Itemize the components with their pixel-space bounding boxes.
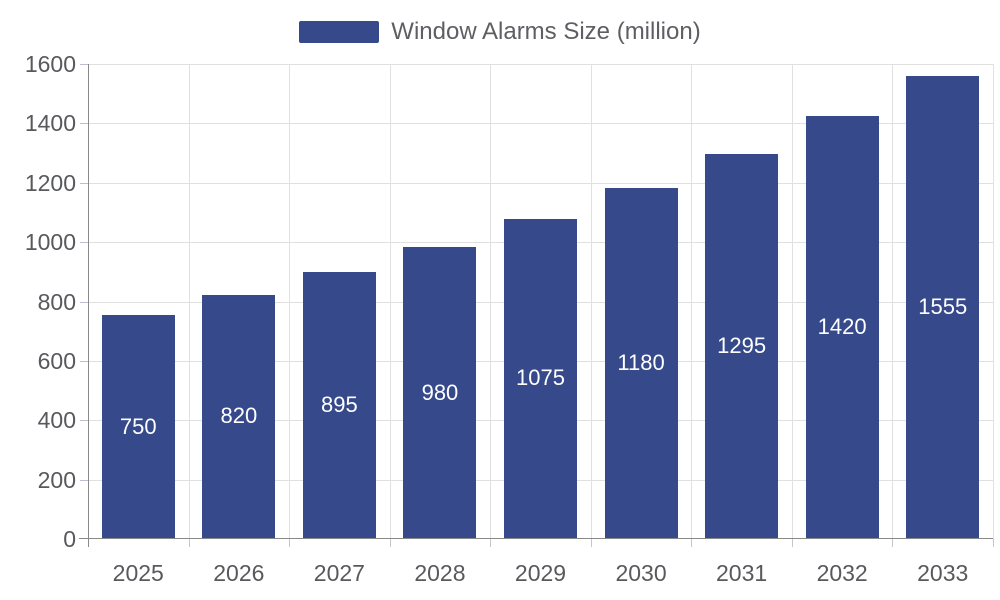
bar-2027[interactable]: 895 bbox=[302, 272, 376, 538]
bar-value-label: 1075 bbox=[516, 365, 565, 391]
legend-item[interactable]: Window Alarms Size (million) bbox=[299, 18, 701, 46]
x-axis-tick bbox=[993, 539, 994, 547]
bar-2033[interactable]: 1555 bbox=[906, 76, 980, 538]
y-axis-tick-label: 1600 bbox=[24, 51, 76, 77]
bar-2032[interactable]: 1420 bbox=[805, 116, 879, 538]
x-axis-tick bbox=[490, 539, 492, 547]
gridline-v bbox=[791, 64, 793, 539]
bar-value-label: 980 bbox=[421, 379, 459, 405]
legend-label: Window Alarms Size (million) bbox=[391, 18, 701, 45]
legend-swatch bbox=[299, 21, 380, 43]
bar-2029[interactable]: 1075 bbox=[504, 218, 577, 538]
gridline-v bbox=[289, 64, 291, 539]
x-axis-tick-label: 2033 bbox=[917, 560, 969, 586]
y-axis-tick bbox=[80, 360, 88, 362]
bar-value-label: 1295 bbox=[717, 332, 767, 358]
x-axis-tick bbox=[389, 539, 391, 547]
bar-2028[interactable]: 980 bbox=[403, 247, 477, 538]
legend: Window Alarms Size (million) bbox=[0, 18, 1000, 46]
y-axis-tick bbox=[80, 182, 88, 184]
y-axis-tick-label: 800 bbox=[37, 288, 76, 315]
x-axis-line bbox=[79, 538, 993, 539]
bar-value-label: 1555 bbox=[918, 294, 968, 320]
x-axis-tick bbox=[791, 539, 793, 547]
bar-value-label: 1420 bbox=[817, 314, 867, 340]
x-axis-tick-label: 2031 bbox=[716, 560, 768, 586]
gridline-v bbox=[590, 64, 592, 539]
bar-value-label: 1180 bbox=[617, 349, 665, 375]
x-axis-tick-label: 2030 bbox=[615, 560, 667, 586]
y-axis-tick-label: 1000 bbox=[24, 229, 76, 256]
gridline-v bbox=[993, 64, 994, 539]
bar-value-label: 750 bbox=[119, 413, 157, 439]
plot-area: 0 200 400 600 800 1000 1200 1400 1600 750 2025 820 2… bbox=[25, 51, 994, 586]
bar-2031[interactable]: 1295 bbox=[705, 153, 779, 538]
y-axis-tick bbox=[80, 123, 88, 125]
y-axis-tick bbox=[80, 420, 88, 422]
y-axis-tick-label: 600 bbox=[37, 347, 76, 374]
x-axis-tick-label: 2032 bbox=[816, 560, 868, 586]
bar-value-label: 895 bbox=[321, 392, 358, 418]
gridline-h bbox=[88, 64, 993, 65]
x-axis-tick bbox=[289, 539, 291, 547]
bar-value-label: 820 bbox=[220, 403, 258, 429]
gridline-v bbox=[490, 64, 492, 539]
gridline-h bbox=[88, 182, 993, 184]
gridline-v bbox=[188, 64, 190, 539]
y-axis-tick-label: 200 bbox=[37, 466, 76, 493]
x-axis-tick-label: 2027 bbox=[313, 560, 365, 586]
y-axis-tick bbox=[80, 64, 88, 65]
x-axis-tick-label: 2025 bbox=[112, 560, 164, 586]
bar-2025[interactable]: 750 bbox=[101, 315, 175, 538]
x-axis-tick bbox=[691, 539, 693, 547]
gridline-v bbox=[691, 64, 693, 539]
x-axis-tick bbox=[188, 539, 190, 547]
bar-2026[interactable]: 820 bbox=[202, 294, 276, 538]
y-axis-tick-label: 0 bbox=[63, 526, 76, 552]
x-axis-tick-label: 2029 bbox=[514, 560, 567, 586]
x-axis-tick-label: 2028 bbox=[414, 560, 466, 586]
x-axis-tick-label: 2026 bbox=[213, 560, 265, 586]
gridline-h bbox=[88, 123, 993, 125]
gridline-v bbox=[892, 64, 894, 539]
y-axis-tick bbox=[80, 301, 88, 303]
y-axis-tick bbox=[80, 479, 88, 481]
y-axis-line bbox=[88, 64, 89, 547]
y-axis-tick bbox=[80, 242, 88, 244]
gridline-v bbox=[389, 64, 391, 539]
bar-2030[interactable]: 1180 bbox=[604, 187, 678, 538]
y-axis-tick-label: 1200 bbox=[24, 169, 76, 196]
x-axis-tick bbox=[590, 539, 592, 547]
y-axis-tick-label: 400 bbox=[37, 407, 76, 434]
x-axis-tick bbox=[892, 539, 894, 547]
y-axis-tick-label: 1400 bbox=[24, 110, 76, 137]
